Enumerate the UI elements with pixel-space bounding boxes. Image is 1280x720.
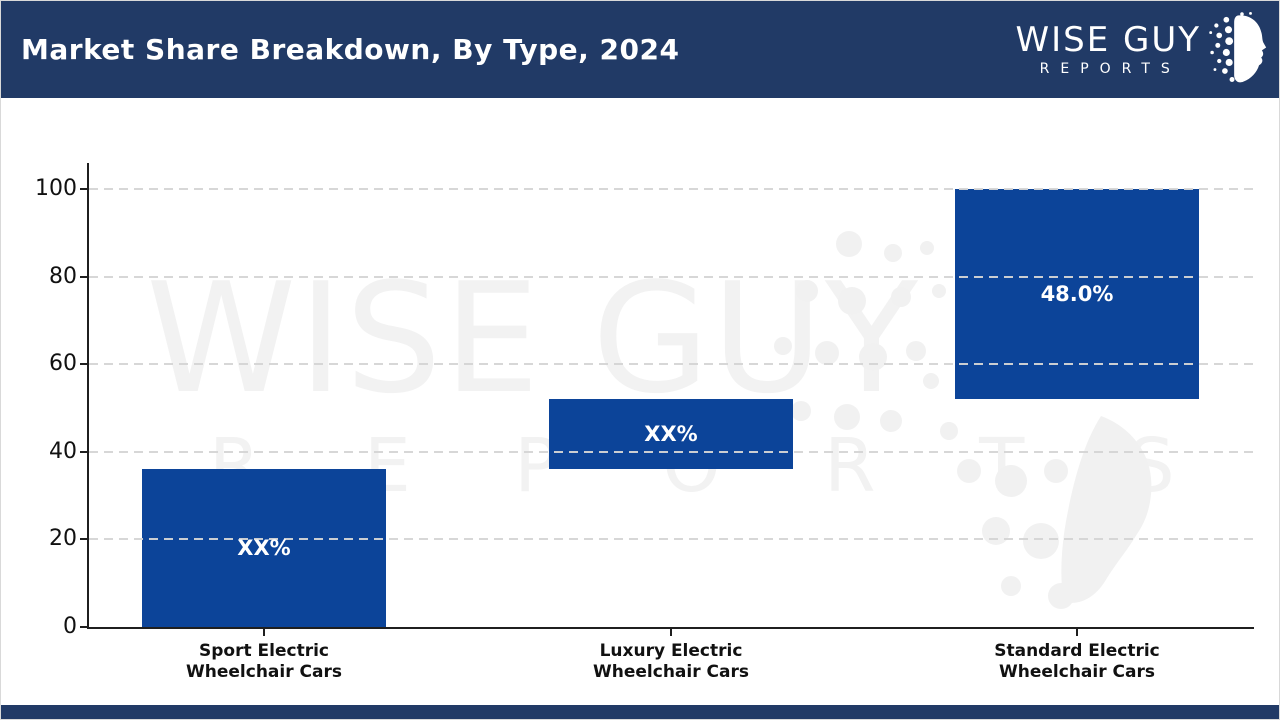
- y-tick: [80, 275, 89, 278]
- x-category-label: Sport Electric Wheelchair Cars: [104, 641, 424, 683]
- y-tick: [80, 626, 89, 628]
- y-tick: [80, 363, 89, 366]
- header-band: Market Share Breakdown, By Type, 2024 WI…: [1, 1, 1279, 98]
- logo-head-icon: [1209, 11, 1267, 83]
- x-category-line1: Luxury Electric: [599, 641, 743, 661]
- x-axis-line: [87, 627, 1254, 629]
- y-tick-label: 100: [35, 176, 77, 201]
- bar-1: [142, 469, 386, 627]
- gridline-100: [89, 188, 1254, 190]
- wiseguy-logo: WISE GUY REPORTS: [1015, 7, 1269, 93]
- y-tick-label: 80: [49, 263, 77, 289]
- y-tick-label: 40: [49, 438, 77, 464]
- bar-value-label: 48.0%: [1040, 282, 1114, 307]
- gridline-20: [89, 538, 1254, 541]
- x-category-line2: Wheelchair Cars: [593, 662, 749, 682]
- x-category-line1: Sport Electric: [199, 641, 329, 661]
- y-tick: [80, 450, 89, 453]
- x-category-line2: Wheelchair Cars: [186, 662, 342, 682]
- gridline-80: [89, 275, 1254, 278]
- x-category-line2: Wheelchair Cars: [999, 662, 1155, 682]
- y-tick: [80, 188, 89, 190]
- watermark-wordmark: WISE GUY: [146, 250, 920, 427]
- y-tick-label: 60: [49, 351, 77, 377]
- y-tick: [80, 538, 89, 541]
- page-title: Market Share Breakdown, By Type, 2024: [21, 33, 680, 66]
- x-category-line1: Standard Electric: [994, 641, 1160, 661]
- bar-value-label: XX%: [644, 422, 698, 447]
- logo-wordmark-text: WISE GUY: [1015, 20, 1201, 61]
- gridline-40: [89, 450, 1254, 453]
- x-category-label: Standard Electric Wheelchair Cars: [917, 641, 1237, 683]
- x-category-label: Luxury Electric Wheelchair Cars: [511, 641, 831, 683]
- y-axis-line: [87, 163, 89, 629]
- y-tick-label: 0: [63, 614, 77, 639]
- x-tick: [1076, 629, 1078, 636]
- x-tick: [263, 629, 265, 636]
- gridline-60: [89, 363, 1254, 366]
- bar-value-label: XX%: [237, 536, 291, 561]
- bar-2: [549, 399, 793, 470]
- footer-band: [1, 705, 1279, 719]
- logo-subtext: REPORTS: [1039, 60, 1181, 77]
- x-tick: [670, 629, 672, 636]
- y-tick-label: 20: [49, 526, 77, 552]
- logo-wordmark: WISE GUY REPORTS: [1015, 20, 1201, 77]
